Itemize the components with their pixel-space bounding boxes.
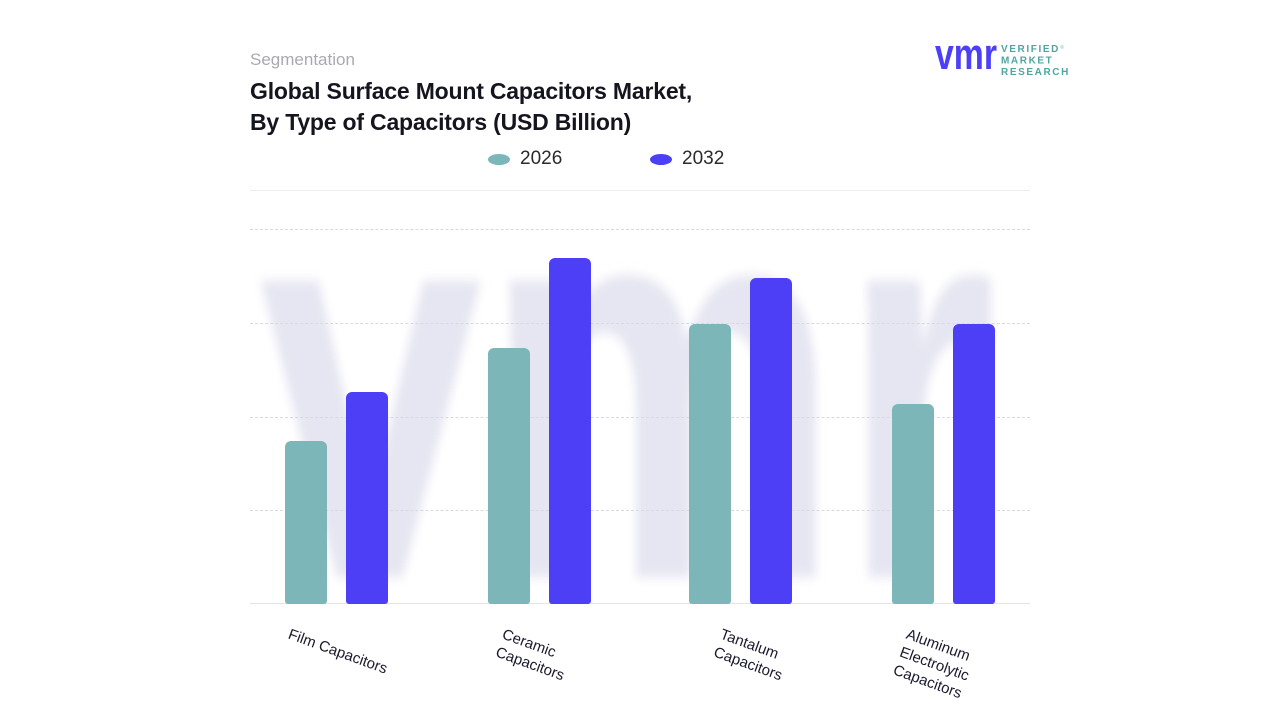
svg-text:®: ® — [1060, 44, 1064, 51]
svg-text:vmr: vmr — [935, 35, 997, 79]
svg-text:MARKET: MARKET — [1001, 56, 1053, 67]
svg-text:RESEARCH: RESEARCH — [1001, 67, 1070, 78]
svg-text:VERIFIED: VERIFIED — [1001, 44, 1060, 55]
